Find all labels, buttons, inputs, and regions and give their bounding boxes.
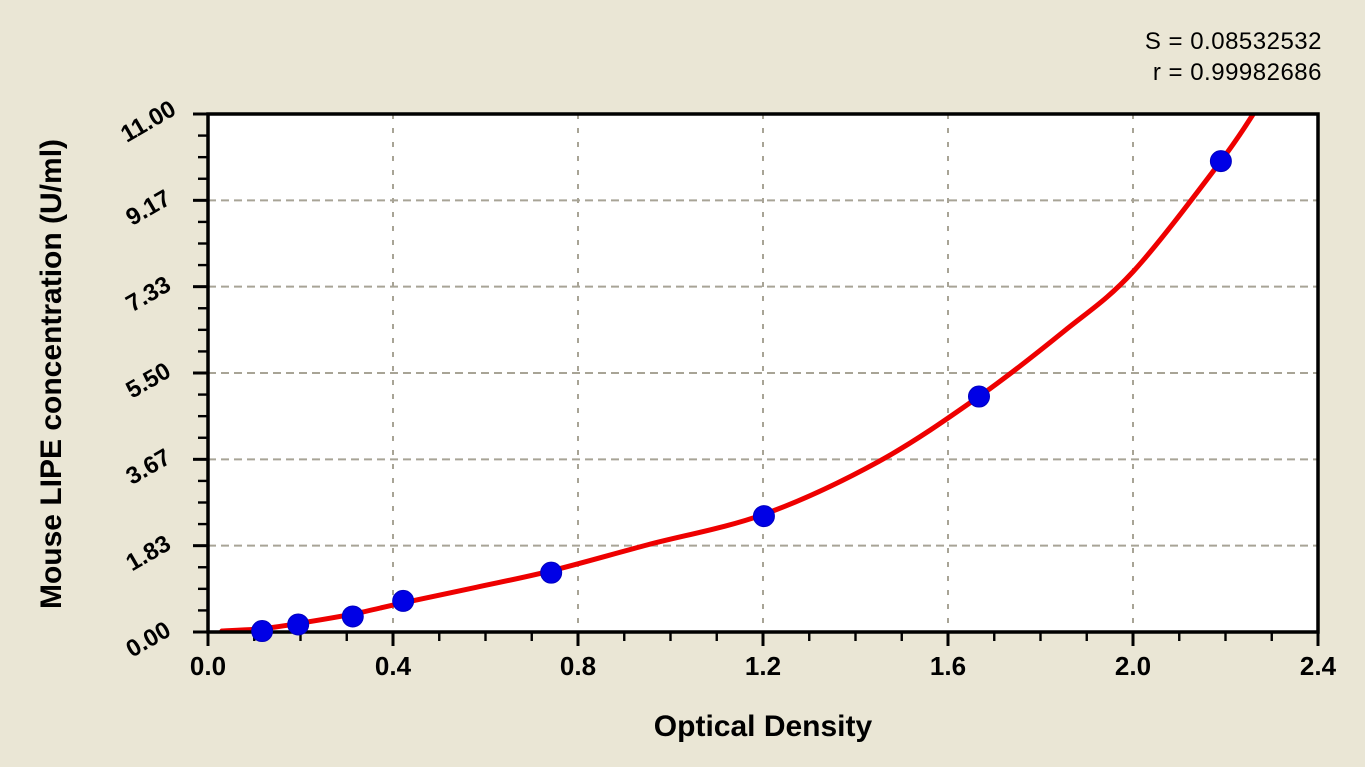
x-axis-title: Optical Density (653, 710, 873, 743)
y-tick-label: 11.00 (116, 95, 180, 148)
y-tick-label: 0.00 (121, 616, 175, 663)
x-tick-label: 0.0 (190, 651, 226, 681)
data-point (341, 605, 364, 628)
data-point (251, 620, 274, 643)
data-point (967, 385, 990, 408)
y-tick-label: 7.33 (121, 271, 175, 318)
r-statistic: r = 0.99982686 (1152, 59, 1322, 86)
fit-statistics: S = 0.08532532 r = 0.99982686 (1145, 26, 1322, 88)
s-statistic: S = 0.08532532 (1144, 28, 1322, 55)
data-point (1209, 150, 1232, 173)
x-tick-label: 0.8 (560, 651, 596, 681)
x-tick-label: 1.2 (745, 651, 781, 681)
x-tick-label: 1.6 (930, 651, 966, 681)
y-tick-label: 1.83 (121, 530, 175, 577)
fit-curve (219, 114, 1257, 632)
x-tick-label: 2.4 (1300, 651, 1337, 681)
x-tick-label: 2.0 (1115, 651, 1151, 681)
y-axis-title: Mouse LIPE concentration (U/ml) (35, 138, 68, 610)
data-point (392, 589, 415, 612)
data-point (752, 505, 775, 528)
y-tick-label: 3.67 (121, 444, 175, 491)
y-tick-label: 5.50 (121, 357, 175, 404)
x-tick-label: 0.4 (375, 651, 412, 681)
y-tick-label: 9.17 (121, 185, 175, 232)
plot-border (206, 112, 1320, 634)
data-point (540, 561, 563, 584)
data-point (287, 613, 310, 636)
